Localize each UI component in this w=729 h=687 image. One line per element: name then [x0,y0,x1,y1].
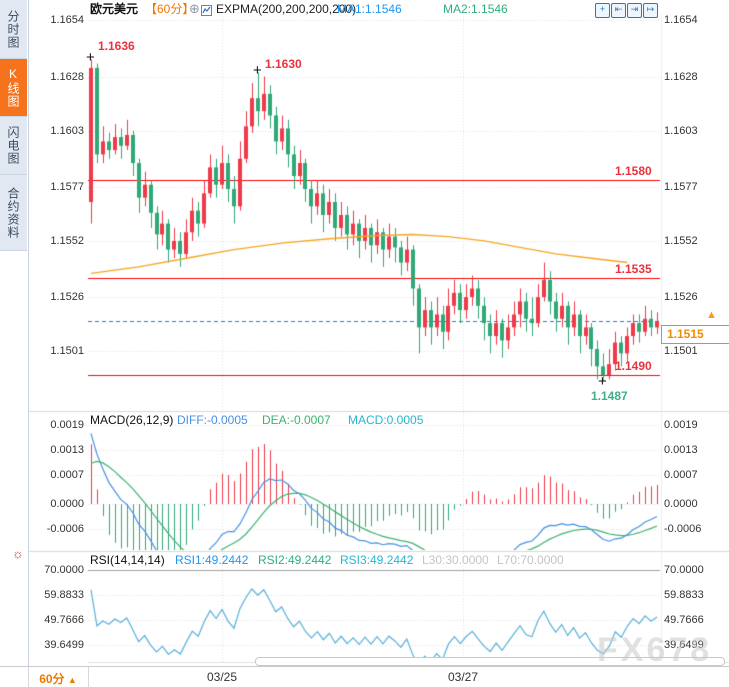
expma-label[interactable]: EXPMA(200,200,200,200) [216,2,357,16]
live-indicator-icon[interactable]: ☼ [12,546,24,561]
macd-axis-label: 0.0019 [664,419,698,431]
ma2-value: MA2:1.1546 [443,2,508,16]
zoom-out-icon[interactable]: ⇤ [611,3,626,18]
current-price-box: 1.1515 [661,325,729,344]
price-axis-label: 1.1501 [664,345,698,357]
rsi-axis-label: 70.0000 [44,564,84,576]
watermark: FX678 [597,631,713,669]
chart-type-icon[interactable] [201,3,212,21]
x-axis-date: 03/27 [447,670,479,684]
timeframe-label: 60分 [39,672,65,686]
bottom-bar: 60分 ▲ 03/25 03/27 [0,666,729,687]
price-axis-label: 1.1603 [664,125,698,137]
support-label: 1.1490 [615,359,652,373]
resistance-label-1: 1.1580 [615,164,652,178]
rsi-l70-value: L70:70.0000 [497,553,564,567]
rsi-axis-label: 59.8833 [664,589,704,601]
price-axis-label: 1.1526 [50,291,84,303]
rsi-axis-label: 49.7666 [44,614,84,626]
symbol-title: 欧元美元 [90,2,139,16]
rsi-axis-label: 39.6499 [44,639,84,651]
price-axis-label: 1.1552 [50,235,84,247]
zoom-in-icon[interactable]: ⇥ [627,3,642,18]
macd-axis-label: 0.0007 [664,469,698,481]
macd-axis-label: 0.0007 [50,469,84,481]
price-axis-label: 1.1603 [50,125,84,137]
macd-axis-label: 0.0000 [50,498,84,510]
rsi2-value: RSI2:49.2442 [258,553,332,567]
macd-diff-value: DIFF:-0.0005 [177,413,248,427]
macd-axis-label: 0.0013 [664,444,698,456]
rsi-title[interactable]: RSI(14,14,14) [90,553,165,567]
price-axis-label: 1.1654 [50,14,84,26]
shift-right-icon[interactable]: ↦ [643,3,658,18]
macd-axis-label: -0.0006 [46,523,84,535]
annotation-swing-high: 1.1630 [265,57,302,71]
macd-axis-label: 0.0019 [50,419,84,431]
tab-contract-info[interactable]: 合约资料 [0,175,27,251]
rsi3-value: RSI3:49.2442 [340,553,414,567]
price-axis-label: 1.1577 [664,181,698,193]
rsi-l30-value: L30:30.0000 [422,553,489,567]
period-label[interactable]: 【60分】 [145,2,195,16]
price-axis-label: 1.1501 [50,345,84,357]
price-axis-label: 1.1552 [664,235,698,247]
chevron-up-icon: ▲ [67,675,77,685]
low-marker: + [598,373,607,390]
high-marker: + [86,49,95,66]
ma1-value: MA1:1.1546 [337,2,402,16]
scrollbar-thumb[interactable] [255,657,725,666]
tab-kline-chart[interactable]: K线图 [0,59,27,117]
tab-flash-chart[interactable]: 闪电图 [0,117,27,175]
rsi-axis-label: 49.7666 [664,614,704,626]
crosshair-icon[interactable]: + [595,3,610,18]
price-axis-label: 1.1628 [664,71,698,83]
divider [28,667,29,687]
price-axis-label: 1.1526 [664,291,698,303]
price-axis-label: 1.1577 [50,181,84,193]
tab-time-chart[interactable]: 分时图 [0,0,27,59]
price-up-arrow-icon: ▲ [706,309,717,321]
rsi-axis-label: 59.8833 [44,589,84,601]
annotation-low: 1.1487 [591,389,628,403]
macd-axis-label: 0.0000 [664,498,698,510]
price-axis-label: 1.1628 [50,71,84,83]
rsi1-value: RSI1:49.2442 [175,553,249,567]
macd-axis-label: 0.0013 [50,444,84,456]
macd-axis-label: -0.0006 [664,523,702,535]
resistance-label-2: 1.1535 [615,262,652,276]
annotation-high: 1.1636 [98,39,135,53]
swing-high-marker: + [253,62,262,79]
rsi-axis-label: 70.0000 [664,564,704,576]
rsi-axis-label: 39.6499 [664,639,704,651]
sidebar: 分时图 K线图 闪电图 合约资料 ☼ [0,0,29,687]
macd-title[interactable]: MACD(26,12,9) [90,413,174,427]
macd-dea-value: DEA:-0.0007 [262,413,331,427]
divider [88,667,89,687]
add-indicator-icon[interactable]: ⊕ [189,1,200,16]
timeframe-selector[interactable]: 60分 ▲ [29,670,87,687]
x-axis-date: 03/25 [206,670,238,684]
macd-hist-value: MACD:0.0005 [348,413,424,427]
price-axis-label: 1.1654 [664,14,698,26]
